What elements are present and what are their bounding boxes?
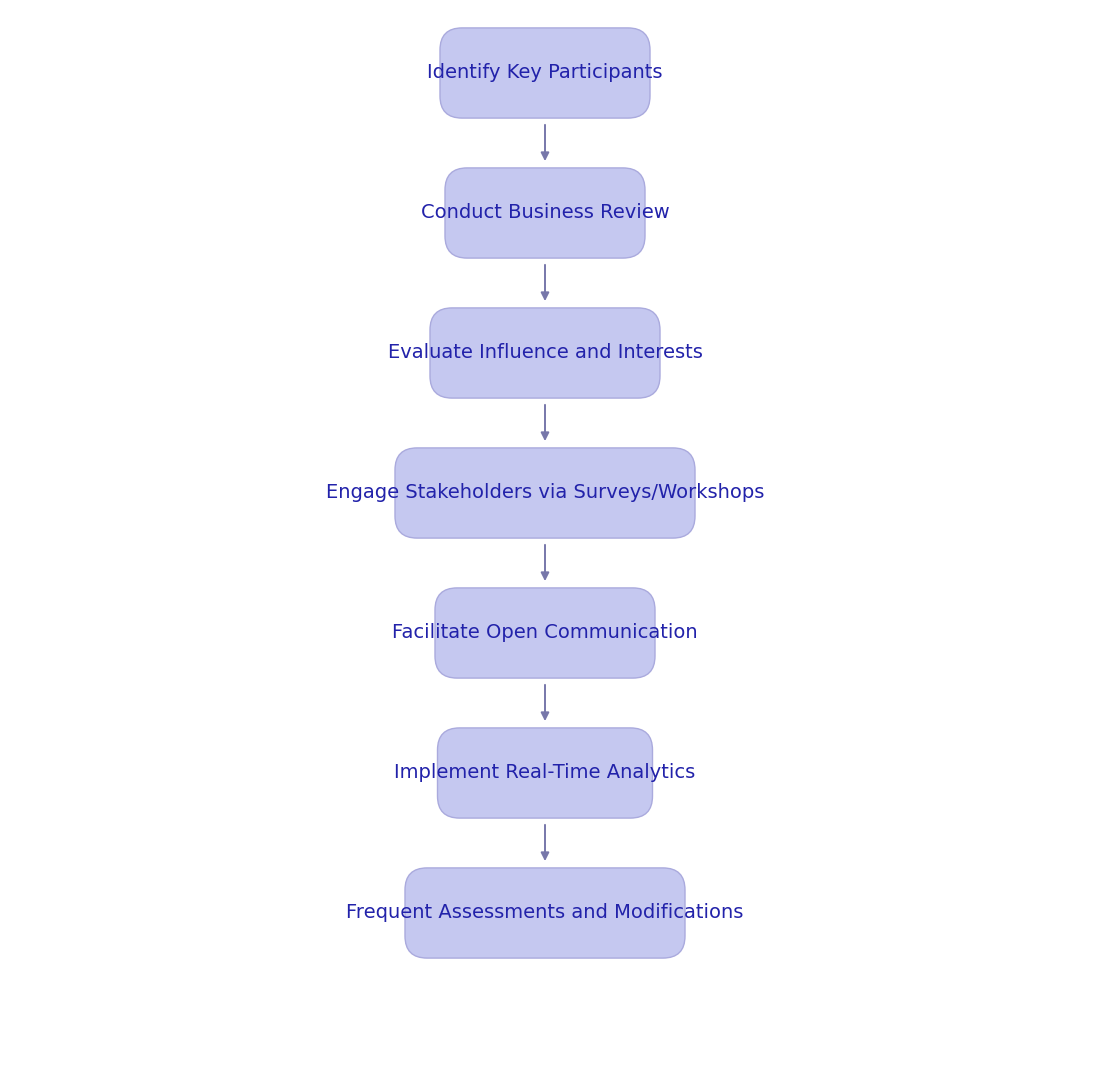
Text: Frequent Assessments and Modifications: Frequent Assessments and Modifications xyxy=(346,903,744,923)
Text: Implement Real-Time Analytics: Implement Real-Time Analytics xyxy=(394,764,696,783)
Text: Identify Key Participants: Identify Key Participants xyxy=(427,64,663,82)
Text: Facilitate Open Communication: Facilitate Open Communication xyxy=(392,624,698,642)
FancyBboxPatch shape xyxy=(440,28,650,118)
FancyBboxPatch shape xyxy=(405,867,685,958)
Text: Evaluate Influence and Interests: Evaluate Influence and Interests xyxy=(388,343,702,363)
FancyBboxPatch shape xyxy=(395,448,696,538)
FancyBboxPatch shape xyxy=(438,728,653,818)
FancyBboxPatch shape xyxy=(435,588,655,678)
FancyBboxPatch shape xyxy=(430,308,660,399)
Text: Conduct Business Review: Conduct Business Review xyxy=(421,204,670,222)
FancyBboxPatch shape xyxy=(445,168,645,258)
Text: Engage Stakeholders via Surveys/Workshops: Engage Stakeholders via Surveys/Workshop… xyxy=(326,483,764,503)
